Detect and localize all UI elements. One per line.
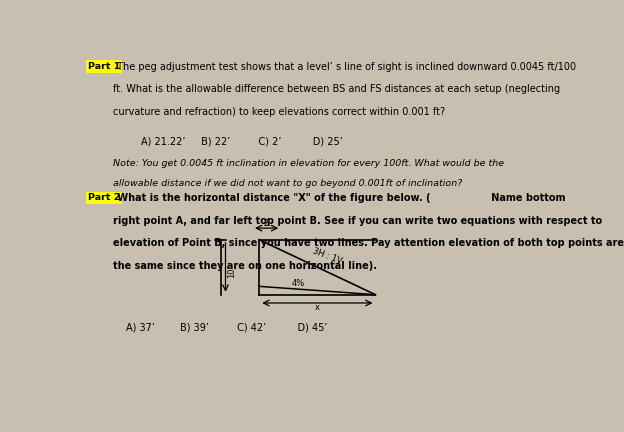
Text: x: x bbox=[315, 303, 320, 312]
Text: The peg adjustment test shows that a level’ s line of sight is inclined downward: The peg adjustment test shows that a lev… bbox=[114, 62, 577, 72]
Text: 4%: 4% bbox=[291, 279, 305, 288]
Text: Part 2: Part 2 bbox=[87, 193, 120, 202]
Text: A) 21.22’     B) 22’         C) 2’          D) 25’: A) 21.22’ B) 22’ C) 2’ D) 25’ bbox=[141, 137, 343, 146]
Text: 3H : 1V: 3H : 1V bbox=[311, 247, 343, 266]
Text: allowable distance if we did not want to go beyond 0.001ft of inclination?: allowable distance if we did not want to… bbox=[113, 179, 462, 188]
Text: curvature and refraction) to keep elevations correct within 0.001 ft?: curvature and refraction) to keep elevat… bbox=[113, 107, 445, 117]
Text: Part 1: Part 1 bbox=[87, 62, 120, 71]
Text: right point A, and far left top point B. See if you can write two equations with: right point A, and far left top point B.… bbox=[113, 216, 602, 226]
Text: ft. What is the allowable difference between BS and FS distances at each setup (: ft. What is the allowable difference bet… bbox=[113, 84, 560, 95]
Text: the same since they are on one horizontal line).: the same since they are on one horizonta… bbox=[113, 261, 377, 271]
Text: Z: Z bbox=[264, 219, 270, 228]
Text: elevation of Point B, since you have two lines. Pay attention elevation of both : elevation of Point B, since you have two… bbox=[113, 238, 624, 248]
Text: Note: You get 0.0045 ft inclination in elevation for every 100ft. What would be : Note: You get 0.0045 ft inclination in e… bbox=[113, 159, 504, 168]
Text: What is the horizontal distance "X" of the figure below. (                  Name: What is the horizontal distance "X" of t… bbox=[114, 193, 566, 203]
Text: 10’: 10’ bbox=[227, 265, 236, 278]
Text: A) 37’        B) 39’         C) 42’          D) 45’: A) 37’ B) 39’ C) 42’ D) 45’ bbox=[126, 323, 328, 333]
